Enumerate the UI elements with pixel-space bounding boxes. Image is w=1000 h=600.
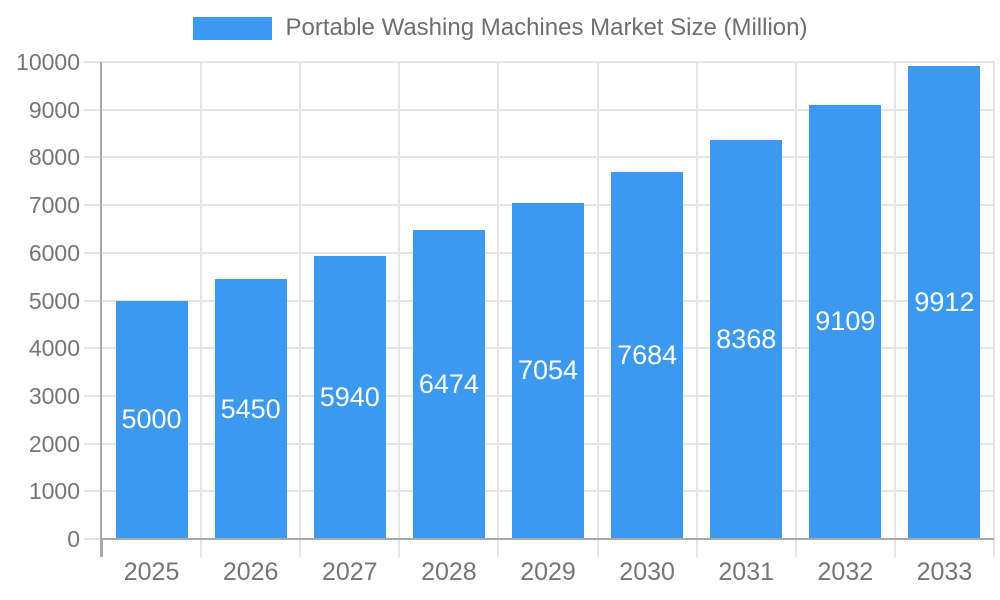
y-gridline xyxy=(102,108,994,111)
x-tick xyxy=(497,539,500,557)
x-tick xyxy=(794,539,797,557)
bar-2028[interactable]: 6474 xyxy=(412,230,485,539)
x-tick-label: 2031 xyxy=(718,558,775,586)
x-tick xyxy=(101,539,103,557)
x-axis-line xyxy=(100,538,994,540)
x-tick xyxy=(695,539,698,557)
x-tick xyxy=(596,539,599,557)
y-tick xyxy=(84,347,102,350)
bar-2026[interactable]: 5450 xyxy=(214,279,287,539)
y-tick xyxy=(84,394,102,397)
x-tick-label: 2025 xyxy=(123,558,180,586)
y-tick-label: 9000 xyxy=(28,96,80,123)
bar-2027[interactable]: 5940 xyxy=(313,255,386,539)
legend[interactable]: Portable Washing Machines Market Size (M… xyxy=(0,14,1000,42)
x-gridline xyxy=(497,62,500,539)
x-gridline xyxy=(993,62,995,539)
x-tick xyxy=(398,539,401,557)
x-gridline xyxy=(398,62,401,539)
bar-2025[interactable]: 5000 xyxy=(115,300,188,539)
x-tick-label: 2032 xyxy=(817,558,874,586)
y-tick-label: 1000 xyxy=(28,478,80,505)
legend-swatch-icon xyxy=(192,16,272,40)
y-tick xyxy=(84,538,102,540)
bar-value-label: 9109 xyxy=(815,306,876,337)
y-tick xyxy=(84,442,102,445)
x-tick-label: 2027 xyxy=(321,558,378,586)
y-tick-label: 5000 xyxy=(28,287,80,314)
y-tick-label: 4000 xyxy=(28,335,80,362)
y-tick xyxy=(84,156,102,159)
y-tick-label: 3000 xyxy=(28,382,80,409)
x-tick-label: 2028 xyxy=(421,558,477,586)
x-tick xyxy=(993,539,995,557)
bar-2033[interactable]: 9912 xyxy=(908,66,981,539)
y-tick-label: 7000 xyxy=(28,192,80,219)
y-gridline xyxy=(102,156,994,159)
x-tick xyxy=(299,539,302,557)
bar-value-label: 5000 xyxy=(121,404,182,435)
x-gridline xyxy=(200,62,203,539)
bar-value-label: 7054 xyxy=(517,355,579,386)
y-tick-label: 6000 xyxy=(28,239,80,266)
y-tick xyxy=(84,299,102,302)
bar-value-label: 9912 xyxy=(914,287,975,318)
y-axis-line xyxy=(100,62,102,557)
y-tick-label: 8000 xyxy=(28,144,80,171)
x-tick-label: 2033 xyxy=(916,558,973,586)
bar-2029[interactable]: 7054 xyxy=(512,202,584,539)
x-gridline xyxy=(695,62,698,539)
y-tick xyxy=(84,108,102,111)
y-gridline xyxy=(102,61,994,63)
x-gridline xyxy=(794,62,797,539)
legend-label: Portable Washing Machines Market Size (M… xyxy=(285,14,808,41)
bar-2031[interactable]: 8368 xyxy=(710,139,783,539)
x-gridline xyxy=(596,62,599,539)
x-gridline xyxy=(893,62,896,539)
x-tick xyxy=(893,539,896,557)
y-tick xyxy=(84,204,102,207)
y-tick-label: 0 xyxy=(67,526,80,552)
y-tick-label: 2000 xyxy=(28,430,80,457)
bar-2030[interactable]: 7684 xyxy=(611,172,684,539)
bar-value-label: 8368 xyxy=(716,323,777,354)
x-tick-label: 2026 xyxy=(222,558,279,586)
y-tick xyxy=(84,61,102,63)
x-tick-label: 2029 xyxy=(520,558,576,586)
y-tick-label: 10000 xyxy=(16,49,80,75)
bar-value-label: 5450 xyxy=(220,393,281,424)
x-tick-label: 2030 xyxy=(619,558,675,586)
x-gridline xyxy=(299,62,302,539)
bar-value-label: 6474 xyxy=(418,369,479,400)
y-tick xyxy=(84,251,102,254)
bar-2032[interactable]: 9109 xyxy=(809,104,882,539)
bar-value-label: 7684 xyxy=(617,340,678,371)
y-tick xyxy=(84,490,102,493)
bar-value-label: 5940 xyxy=(319,381,380,412)
x-tick xyxy=(200,539,203,557)
